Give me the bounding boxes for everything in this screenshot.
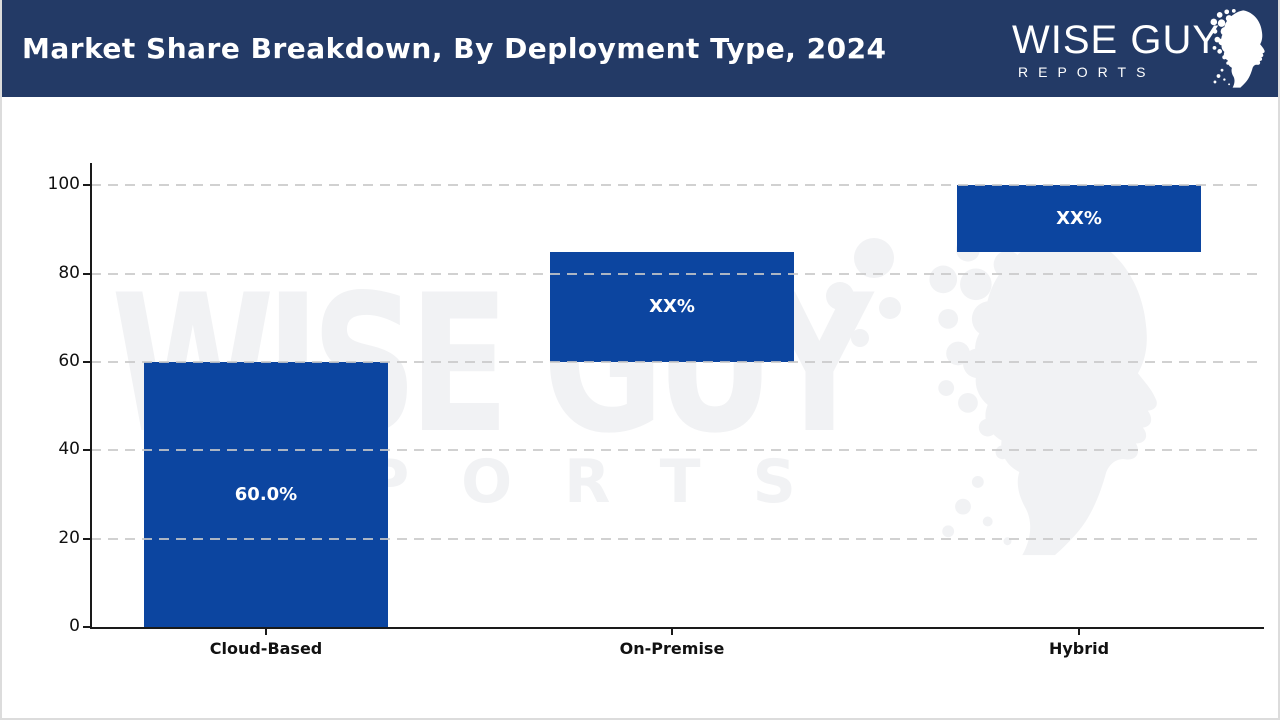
- x-axis-category-label: Cloud-Based: [209, 639, 323, 658]
- y-axis-tick-label-80: 80: [58, 262, 80, 283]
- y-axis-tick-label-20: 20: [58, 527, 80, 548]
- bar-on-premise: XX%: [550, 251, 794, 362]
- logo-subtext: REPORTS: [1018, 64, 1155, 80]
- y-axis-tick-label-100: 100: [47, 174, 80, 195]
- x-axis-category-label: Hybrid: [1048, 639, 1110, 658]
- gridline-100: [91, 184, 1264, 187]
- y-axis-tick-80: [83, 272, 91, 275]
- x-axis-tick-3: [1078, 627, 1080, 635]
- wise-guy-reports-logo: WISE GUY REPORTS: [1012, 9, 1265, 88]
- header-bar: Market Share Breakdown, By Deployment Ty…: [2, 0, 1278, 97]
- bar-value-label: XX%: [649, 296, 695, 318]
- y-axis-tick-40: [83, 449, 91, 452]
- y-axis-tick-100: [83, 184, 91, 187]
- y-axis-tick-20: [83, 537, 91, 540]
- y-axis-tick-label-40: 40: [58, 439, 80, 460]
- x-axis-category-label: On-Premise: [619, 639, 725, 658]
- x-axis-spine: [90, 627, 1264, 629]
- y-axis-tick-60: [83, 360, 91, 363]
- bar-cloud-based: 60.0%: [144, 361, 388, 627]
- x-axis-tick-2: [671, 627, 673, 635]
- y-axis-tick-0: [83, 626, 91, 628]
- bar-value-label: XX%: [1056, 207, 1102, 229]
- bar-value-label: 60.0%: [234, 483, 298, 505]
- y-axis-tick-label-0: 0: [69, 616, 80, 636]
- y-axis-tick-label-60: 60: [58, 350, 80, 371]
- x-axis-tick-1: [265, 627, 267, 635]
- gridline-80: [91, 272, 1264, 275]
- y-axis-spine: [90, 163, 92, 629]
- logo-wordmark: WISE GUY: [1012, 18, 1220, 62]
- gridline-20: [91, 537, 1264, 540]
- page-title: Market Share Breakdown, By Deployment Ty…: [22, 32, 887, 65]
- gridline-40: [91, 449, 1264, 452]
- gridline-60: [91, 360, 1264, 363]
- bar-hybrid: XX%: [957, 185, 1201, 252]
